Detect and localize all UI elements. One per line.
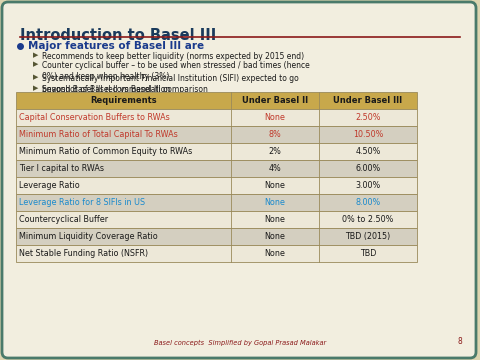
Bar	[16, 109, 417, 126]
Text: 10.50%: 10.50%	[353, 130, 383, 139]
Text: Leverage Ratio for 8 SIFIs in US: Leverage Ratio for 8 SIFIs in US	[19, 198, 145, 207]
Text: Counter cyclical buffer – to be used when stressed / bad times (hence
0%) and ke: Counter cyclical buffer – to be used whe…	[42, 61, 310, 81]
Text: Net Stable Funding Ratio (NSFR): Net Stable Funding Ratio (NSFR)	[19, 249, 148, 258]
Text: Introduction to Basel III: Introduction to Basel III	[20, 28, 216, 43]
Text: None: None	[264, 198, 286, 207]
Text: Countercyclical Buffer: Countercyclical Buffer	[19, 215, 108, 224]
Text: None: None	[264, 215, 286, 224]
Text: Tier I capital to RWAs: Tier I capital to RWAs	[19, 164, 104, 173]
Text: 8%: 8%	[269, 130, 281, 139]
Text: 3.00%: 3.00%	[355, 181, 381, 190]
Text: Minimum Liquidity Coverage Ratio: Minimum Liquidity Coverage Ratio	[19, 232, 158, 241]
Text: Major features of Basel III are: Major features of Basel III are	[28, 41, 204, 51]
Text: 8: 8	[457, 337, 462, 346]
FancyBboxPatch shape	[2, 2, 476, 358]
Text: 0% to 2.50%: 0% to 2.50%	[342, 215, 394, 224]
Text: Minimum Ratio of Total Capital To RWAs: Minimum Ratio of Total Capital To RWAs	[19, 130, 178, 139]
Text: 4.50%: 4.50%	[355, 147, 381, 156]
Bar	[16, 194, 417, 211]
Bar	[16, 211, 417, 228]
Text: TBD (2015): TBD (2015)	[346, 232, 391, 241]
Text: ▶: ▶	[33, 85, 38, 91]
Bar	[16, 160, 417, 177]
Text: Requirements: Requirements	[90, 96, 157, 105]
Text: 2.50%: 2.50%	[355, 113, 381, 122]
Text: Capital Conservation Buffers to RWAs: Capital Conservation Buffers to RWAs	[19, 113, 170, 122]
Text: ▶: ▶	[33, 61, 38, 67]
Text: None: None	[264, 249, 286, 258]
Text: Leverage Ratio: Leverage Ratio	[19, 181, 80, 190]
Bar	[16, 126, 417, 143]
Text: Systematically Important Financial Institution (SIFI) expected to go
beyond Base: Systematically Important Financial Insti…	[42, 74, 299, 94]
Text: None: None	[264, 181, 286, 190]
Text: 4%: 4%	[269, 164, 281, 173]
Text: Under Basel II: Under Basel II	[242, 96, 308, 105]
Text: Under Basel III: Under Basel III	[334, 96, 403, 105]
Text: 6.00%: 6.00%	[355, 164, 381, 173]
Bar	[16, 228, 417, 245]
Text: 8.00%: 8.00%	[355, 198, 381, 207]
Bar	[16, 177, 417, 194]
Bar	[16, 92, 417, 109]
Text: Minimum Ratio of Common Equity to RWAs: Minimum Ratio of Common Equity to RWAs	[19, 147, 192, 156]
Text: Recommends to keep better liquidity (norms expected by 2015 end): Recommends to keep better liquidity (nor…	[42, 52, 304, 61]
Bar	[16, 143, 417, 160]
Text: Basel concepts  Simplified by Gopal Prasad Malakar: Basel concepts Simplified by Gopal Prasa…	[154, 340, 326, 346]
Text: TBD: TBD	[360, 249, 376, 258]
Text: Snapshot of Basel II vs Basel III comparison: Snapshot of Basel II vs Basel III compar…	[42, 85, 208, 94]
Text: None: None	[264, 113, 286, 122]
Text: ▶: ▶	[33, 74, 38, 80]
Text: 2%: 2%	[269, 147, 281, 156]
Bar	[16, 245, 417, 262]
Text: None: None	[264, 232, 286, 241]
Text: ▶: ▶	[33, 52, 38, 58]
